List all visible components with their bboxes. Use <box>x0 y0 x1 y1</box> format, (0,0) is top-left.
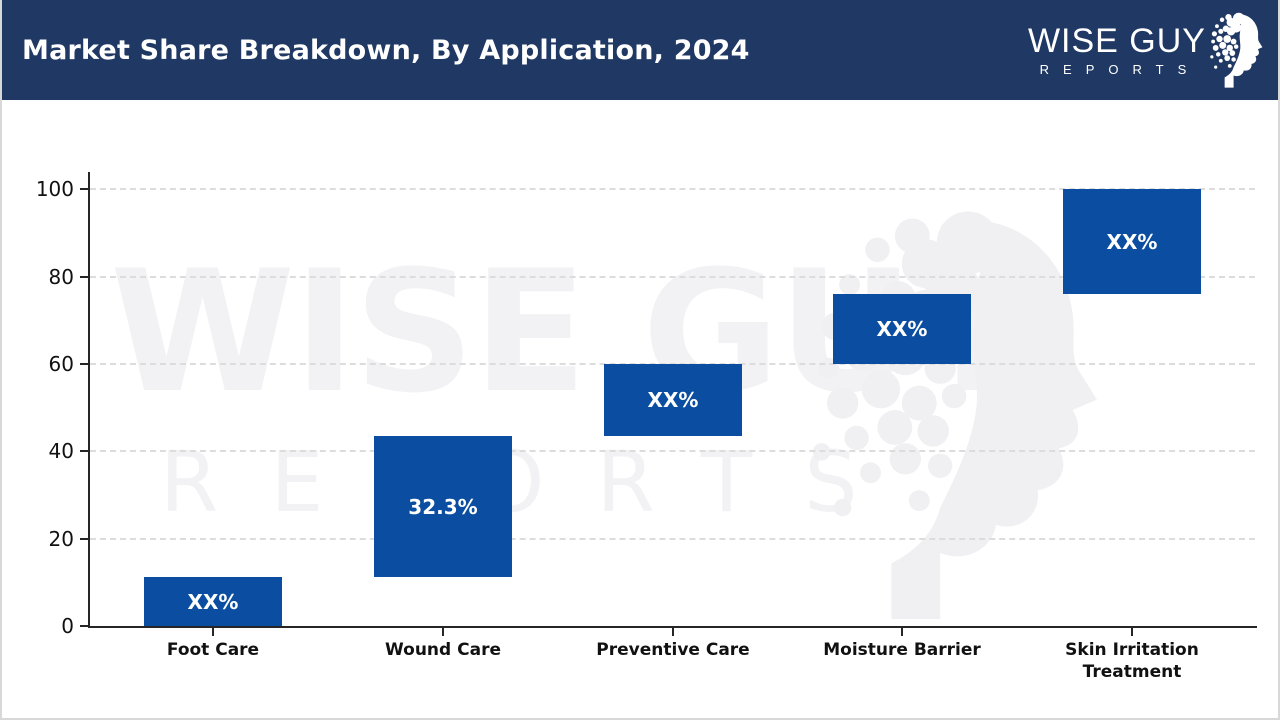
y-tick-label: 80 <box>48 264 74 289</box>
gridline-y100 <box>90 188 1255 191</box>
y-tick-label: 40 <box>48 439 74 464</box>
x-category-label: Foot Care <box>166 640 260 660</box>
y-tick-mark <box>80 537 90 540</box>
x-tick-mark <box>672 628 674 636</box>
x-category-label: Moisture Barrier <box>823 640 981 660</box>
bar-value-label: XX% <box>1106 229 1158 254</box>
bar-moisture-barrier: XX% <box>833 293 971 364</box>
y-tick-label: 0 <box>61 614 74 638</box>
bar-skin-irritation-treatment: XX% <box>1063 189 1201 294</box>
bar-value-label: XX% <box>187 589 239 614</box>
brand-subname: REPORTS <box>1039 62 1201 77</box>
bar-foot-care: XX% <box>144 577 282 626</box>
bar-value-label: XX% <box>647 387 699 412</box>
x-axis-line <box>88 626 1257 628</box>
y-tick-label: 60 <box>48 352 74 377</box>
bar-value-label: XX% <box>876 316 928 341</box>
page-title: Market Share Breakdown, By Application, … <box>22 34 750 66</box>
x-tick-mark <box>901 628 903 636</box>
brand-logo: WISE GUY REPORTS <box>1028 12 1272 89</box>
y-tick-mark <box>80 275 90 278</box>
y-tick-mark <box>80 188 90 191</box>
gridline-y80 <box>90 275 1255 278</box>
bar-wound-care: 32.3% <box>374 436 512 578</box>
y-tick-label: 20 <box>48 526 74 551</box>
y-tick-label: 100 <box>35 177 74 202</box>
y-tick-mark <box>80 363 90 366</box>
header-bar: Market Share Breakdown, By Application, … <box>2 0 1278 100</box>
x-category-label: Skin Irritation Treatment <box>1065 640 1199 682</box>
x-tick-mark <box>212 628 214 636</box>
x-category-label: Wound Care <box>385 640 501 660</box>
gridline-y20 <box>90 537 1255 540</box>
x-category-label: Preventive Care <box>596 640 750 660</box>
wise-guy-head-icon <box>1210 12 1263 88</box>
x-tick-mark <box>1131 628 1133 636</box>
brand-name: WISE GUY <box>1027 22 1206 60</box>
brand-logo-text: WISE GUY REPORTS <box>1028 24 1206 76</box>
y-tick-mark <box>80 450 90 453</box>
bar-preventive-care: XX% <box>604 363 742 437</box>
y-axis-line <box>88 172 90 628</box>
x-tick-mark <box>442 628 444 636</box>
y-tick-mark <box>80 625 90 627</box>
bar-value-label: 32.3% <box>408 494 478 519</box>
gridline-y40 <box>90 450 1255 453</box>
